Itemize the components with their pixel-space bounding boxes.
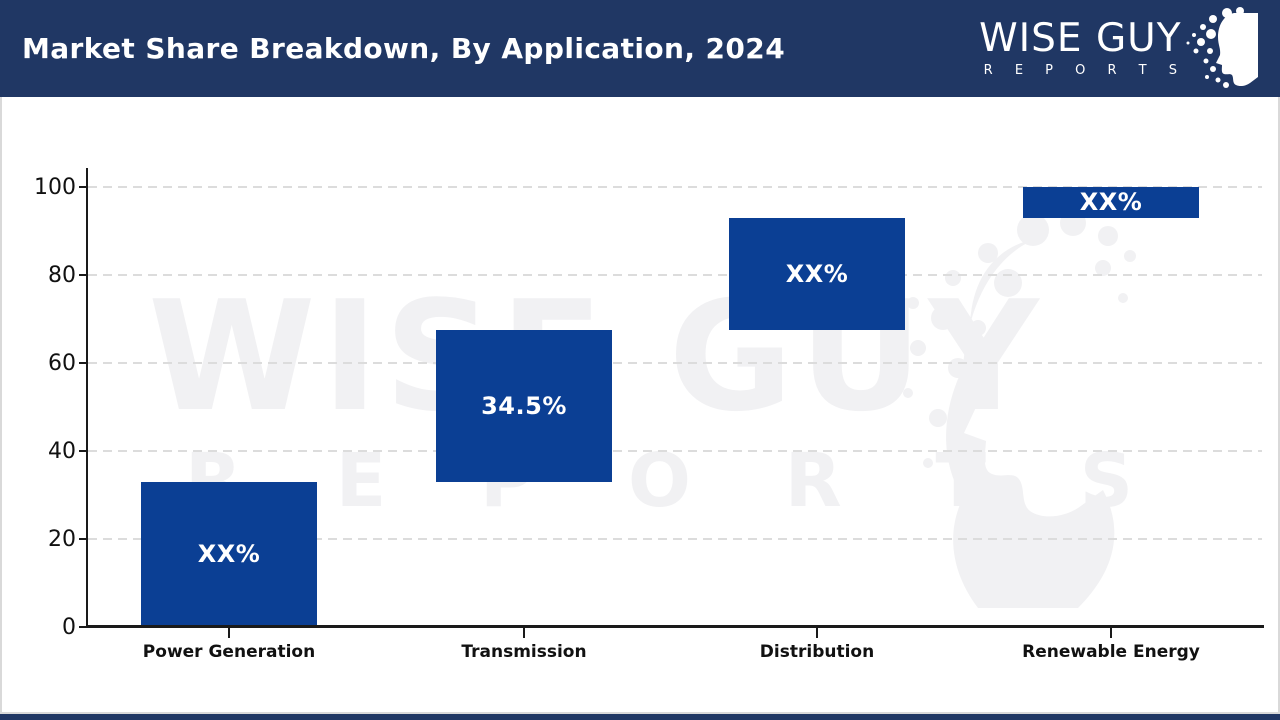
logo-text: WISE GUY R E P O R T S (975, 19, 1186, 78)
footer-strip (0, 714, 1280, 720)
bar-value-label: 34.5% (481, 391, 567, 420)
gridline-60 (88, 362, 1262, 364)
x-tick-label-transmission: Transmission (461, 642, 587, 662)
logo-subtext: R E P O R T S (983, 63, 1186, 78)
x-tick-mark-1 (228, 628, 230, 638)
y-tick-mark-100 (79, 186, 88, 188)
y-tick-label-100: 100 (34, 175, 76, 200)
bar-renewable-energy: XX% (1023, 187, 1199, 218)
y-tick-mark-20 (79, 538, 88, 540)
figure-border-left (0, 97, 2, 714)
y-tick-label-0: 0 (62, 615, 76, 640)
watermark-face-icon (903, 210, 1136, 608)
y-tick-label-80: 80 (48, 263, 76, 288)
y-tick-mark-0 (79, 626, 88, 628)
y-tick-label-40: 40 (48, 439, 76, 464)
x-axis-line (86, 625, 1264, 628)
page-title: Market Share Breakdown, By Application, … (22, 32, 786, 65)
y-tick-mark-60 (79, 362, 88, 364)
logo-face-icon (1186, 6, 1258, 88)
bar-power-generation: XX% (141, 481, 317, 627)
header: Market Share Breakdown, By Application, … (0, 0, 1280, 97)
x-tick-label-distribution: Distribution (759, 642, 875, 662)
logo-wordmark: WISE GUY (979, 16, 1182, 61)
bar-distribution: XX% (729, 217, 905, 330)
bar-value-label: XX% (785, 259, 849, 288)
x-tick-mark-4 (1110, 628, 1112, 638)
wiseguy-logo: WISE GUY R E P O R T S (975, 6, 1258, 91)
figure-border-right (1278, 97, 1280, 714)
gridline-20 (88, 538, 1262, 540)
y-tick-label-60: 60 (48, 351, 76, 376)
y-tick-mark-80 (79, 274, 88, 276)
x-tick-label-power-generation: Power Generation (142, 642, 316, 662)
gridline-80 (88, 274, 1262, 276)
x-tick-mark-3 (816, 628, 818, 638)
y-axis-line (86, 168, 88, 627)
x-tick-label-renewable-energy: Renewable Energy (1022, 642, 1200, 662)
gridline-40 (88, 450, 1262, 452)
gridline-100 (88, 186, 1262, 188)
y-tick-mark-40 (79, 450, 88, 452)
y-tick-label-20: 20 (48, 527, 76, 552)
bar-value-label: XX% (197, 540, 261, 569)
bar-transmission: 34.5% (436, 330, 612, 482)
bar-value-label: XX% (1079, 188, 1143, 217)
x-tick-mark-2 (523, 628, 525, 638)
figure-border-bottom (0, 712, 1280, 714)
